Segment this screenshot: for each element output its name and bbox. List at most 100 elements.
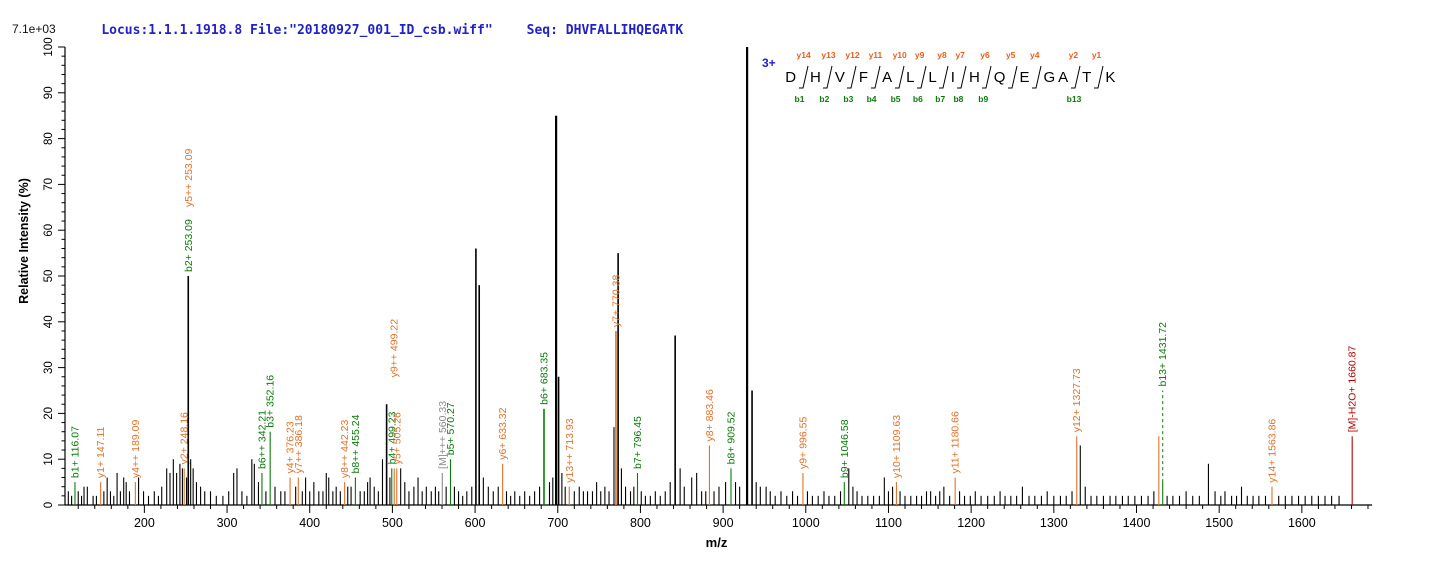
residue-letter: L: [928, 68, 937, 86]
x-tick-label: 300: [217, 516, 238, 530]
y-ion-label: y8: [937, 50, 947, 60]
peak-label: b3+ 352.16: [265, 375, 277, 428]
fragmentation-cut-mark: y5: [1006, 50, 1018, 92]
locus-file-title: Locus:1.1.1.1918.8 File:"20180927_001_ID…: [101, 23, 493, 38]
residue-letter: A: [1058, 68, 1069, 86]
fragmentation-cut-mark: y7 b8: [953, 50, 967, 104]
y-tick-label: 90: [43, 86, 55, 99]
peak-label: [M]+++ 560.33: [437, 401, 449, 469]
peak-label: y1+ 147.11: [95, 426, 107, 478]
cut-mark-glyph: [798, 65, 809, 89]
peak-label: y4+ 376.23: [285, 421, 297, 473]
y-tick-label: 80: [43, 132, 55, 145]
y-tick-label: 100: [43, 37, 55, 56]
y-tick-label: 0: [43, 502, 55, 508]
residue-letter: H: [968, 68, 980, 86]
peak-label: y10+ 1109.63: [891, 415, 903, 478]
b-ion-label: b6: [912, 94, 923, 104]
residue-letter: T: [1082, 68, 1092, 86]
b-ion-label: b1: [794, 94, 805, 104]
base-peak-intensity-label: 7.1e+03: [12, 22, 56, 36]
residue-letter: Q: [993, 68, 1006, 86]
x-tick-label: 1200: [957, 516, 985, 530]
peak-label: b6++ 342.21: [256, 410, 268, 469]
y-ion-label: y14: [796, 50, 811, 60]
residue-letter: G: [1043, 68, 1056, 86]
y-tick-label: 50: [43, 270, 55, 283]
peak-label: y7++ 386.18: [293, 415, 305, 474]
peak-label: y7+ 770.38: [610, 275, 622, 327]
residue-letter: F: [858, 68, 869, 86]
fragmentation-cut-mark: y10 b5: [891, 50, 907, 104]
fragmentation-cut-mark: y1: [1092, 50, 1104, 92]
residue-letter: E: [1019, 68, 1030, 86]
cut-mark-glyph: [870, 65, 881, 89]
x-tick-label: 1300: [1040, 516, 1068, 530]
peak-label: b13+ 1431.72: [1157, 322, 1169, 387]
fragmentation-cut-mark: y8 b7: [935, 50, 949, 104]
x-tick-label: 400: [299, 516, 320, 530]
cut-mark-glyph: [894, 65, 905, 89]
x-tick-label: 1400: [1123, 516, 1151, 530]
x-tick-label: 700: [547, 516, 568, 530]
residue-letter: A: [882, 68, 893, 86]
peak-label: y9+ 996.55: [797, 417, 809, 469]
residue-letter: V: [834, 68, 845, 86]
x-axis-title: m/z: [706, 535, 728, 550]
cut-mark-glyph: [982, 65, 992, 89]
cut-mark-glyph: [939, 65, 949, 89]
fragmentation-cut-mark: y13 b2: [819, 50, 835, 104]
y-ion-label: y2: [1068, 50, 1079, 60]
cut-mark-glyph: [1070, 65, 1081, 89]
x-tick-label: 1100: [875, 516, 902, 530]
residue-letter: K: [1105, 68, 1116, 86]
y-ion-label: y6: [980, 50, 990, 60]
cut-mark-glyph: [1031, 65, 1042, 89]
y-tick-label: 60: [43, 224, 55, 237]
fragmentation-cut-mark: y12 b3: [843, 50, 859, 104]
y-ion-label: y12: [845, 50, 860, 60]
fragmentation-cut-mark: y9 b6: [913, 50, 927, 104]
peak-label: b1+ 116.07: [69, 426, 81, 478]
peak-label: y11+ 1180.66: [950, 411, 962, 474]
y-ion-label: y4: [1029, 50, 1040, 60]
b-ion-label: b4: [866, 94, 877, 104]
cut-mark-glyph: [957, 65, 967, 89]
x-tick-label: 1600: [1288, 516, 1316, 530]
peak-label: b9+ 1046.58: [839, 419, 851, 478]
y-tick-label: 40: [43, 315, 55, 328]
peak-label: y12+ 1327.73: [1071, 368, 1083, 432]
y-axis-title: Relative Intensity (%): [17, 178, 31, 304]
peak-label: y13++ 713.93: [564, 418, 576, 482]
fragmentation-cut-mark: y11 b4: [867, 50, 883, 104]
peak-label: y14+ 1563.86: [1266, 419, 1278, 483]
residue-letter: D: [785, 68, 797, 86]
y-ion-label: y1: [1091, 50, 1102, 60]
cut-mark-glyph: [1093, 65, 1104, 89]
x-tick-label: 900: [713, 516, 734, 530]
cut-mark-glyph: [847, 65, 857, 89]
y-ion-label: y9: [914, 50, 925, 60]
x-tick-label: 500: [382, 516, 403, 530]
y-tick-label: 70: [43, 178, 55, 191]
x-tick-label: 1000: [792, 516, 820, 530]
peak-label: b4+ 499.23: [386, 411, 398, 464]
y-tick-label: 30: [43, 361, 55, 374]
x-tick-label: 200: [134, 516, 155, 530]
peak-label: b8+ 909.52: [725, 411, 737, 464]
peak-label: y5+ 505.26: [391, 412, 403, 464]
fragmentation-cut-mark: y14 b1: [795, 50, 811, 104]
b-ion-label: b5: [890, 94, 901, 104]
y-ion-label: y13: [821, 50, 836, 60]
peak-label: y4++ 189.09: [130, 420, 142, 479]
y-tick-label: 20: [43, 407, 55, 420]
fragmentation-cut-mark: y2 b13: [1067, 50, 1082, 104]
b-ion-label: b8: [953, 94, 964, 104]
x-tick-label: 600: [465, 516, 486, 530]
spectrum-header: Locus:1.1.1.1918.8 File:"20180927_001_ID…: [70, 8, 683, 53]
peak-label: b8++ 455.24: [350, 414, 362, 473]
